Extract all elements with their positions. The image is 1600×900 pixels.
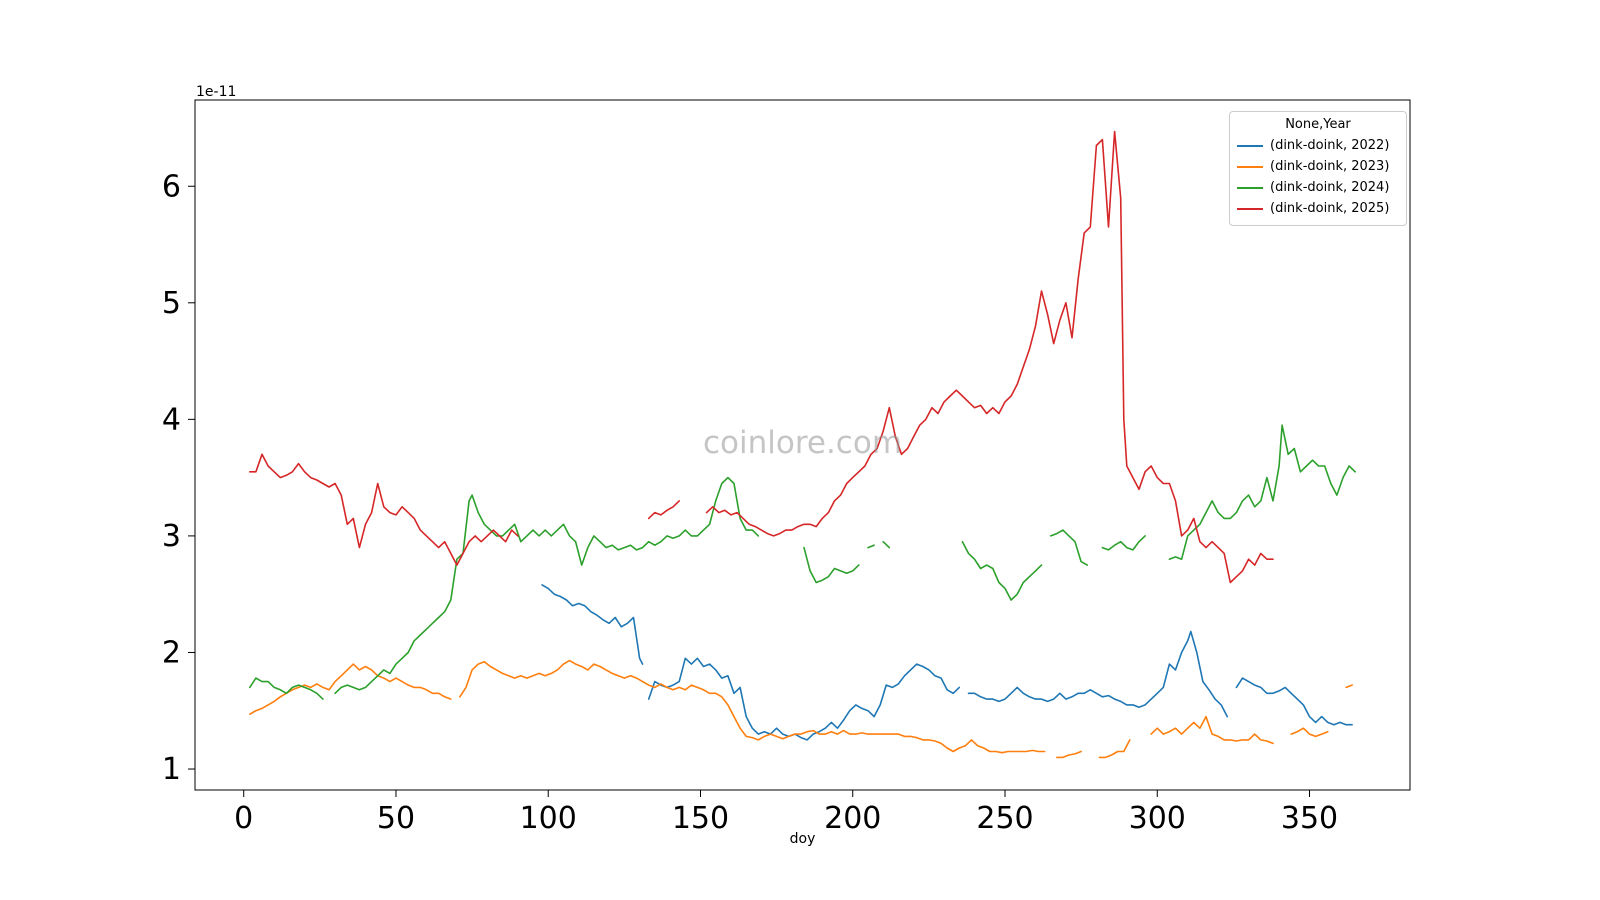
legend-entry-label: (dink-doink, 2025) [1270,201,1390,216]
axes-frame [194,99,1411,791]
x-tick-label: 0 [234,801,253,836]
series-line--dink-doink-2022- [541,584,1353,741]
x-tick-label: 200 [824,801,881,836]
x-tick-label: 250 [976,801,1033,836]
legend-line-swatch [1237,207,1263,210]
series-line--dink-doink-2023- [249,659,1353,759]
y-tick-label: 6 [162,169,181,204]
legend-entry: (dink-doink, 2022) [1237,135,1399,156]
legend-entry: (dink-doink, 2025) [1237,198,1399,219]
legend-title: None,Year [1285,117,1351,132]
legend-line-swatch [1237,165,1263,168]
y-tick-label: 3 [162,519,181,554]
x-tick-label: 300 [1129,801,1186,836]
series-line--dink-doink-2024- [249,424,1356,700]
x-tick-label: 150 [672,801,729,836]
legend-entry-label: (dink-doink, 2022) [1270,138,1390,153]
x-tick-label: 350 [1281,801,1338,836]
x-tick-label: 100 [520,801,577,836]
series-line--dink-doink-2025- [249,130,1274,584]
legend: None,Year (dink-doink, 2022) (dink-doink… [1229,111,1407,226]
legend-entry-label: (dink-doink, 2023) [1270,159,1390,174]
y-axis-offset-text: 1e-11 [196,84,237,100]
legend-entry-label: (dink-doink, 2024) [1270,180,1390,195]
y-tick-label: 2 [162,635,181,670]
y-tick-label: 1 [162,752,181,787]
x-axis-label: doy [789,831,816,847]
y-tick-label: 5 [162,286,181,321]
legend-entry: (dink-doink, 2023) [1237,156,1399,177]
y-tick-label: 4 [162,402,181,437]
legend-entry: (dink-doink, 2024) [1237,177,1399,198]
legend-line-swatch [1237,144,1263,147]
x-tick-label: 50 [377,801,415,836]
legend-line-swatch [1237,186,1263,189]
